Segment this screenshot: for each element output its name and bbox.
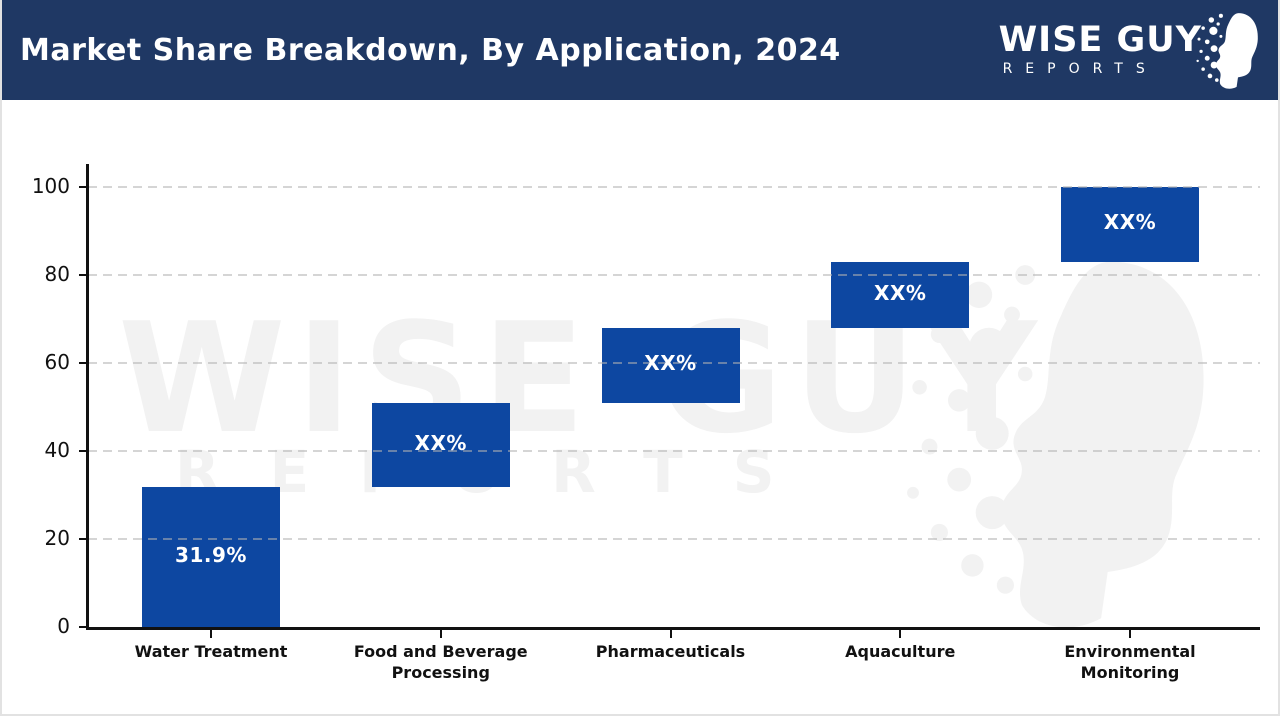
watermark-face-icon bbox=[907, 261, 1204, 628]
bar-value-label: XX% bbox=[874, 280, 927, 305]
x-tick-aquaculture bbox=[899, 630, 902, 638]
page-title: Market Share Breakdown, By Application, … bbox=[20, 32, 841, 68]
y-tick-100 bbox=[79, 186, 88, 188]
x-label-food-and-beverage-processing: Food and Beverage Processing bbox=[353, 642, 528, 683]
gridline-60 bbox=[88, 362, 1260, 364]
bar-value-label: 31.9% bbox=[175, 542, 247, 567]
x-label-aquaculture: Aquaculture bbox=[845, 642, 956, 661]
bar-value-label: XX% bbox=[1103, 210, 1157, 235]
x-label-water-treatment: Water Treatment bbox=[134, 642, 288, 661]
y-tick-label-80: 80 bbox=[44, 262, 70, 286]
bar-aquaculture bbox=[831, 261, 970, 328]
y-tick-label-60: 60 bbox=[44, 350, 70, 374]
y-tick-0 bbox=[79, 626, 88, 628]
gridline-40 bbox=[88, 450, 1260, 452]
bar-pharmaceuticals bbox=[601, 327, 740, 403]
logo-wordmark: WISE GUY bbox=[998, 20, 1202, 60]
bar-environmental-monitoring bbox=[1061, 187, 1199, 262]
x-tick-water-treatment bbox=[210, 630, 212, 638]
y-tick-20 bbox=[79, 538, 88, 540]
x-tick-environmental-monitoring bbox=[1129, 630, 1131, 638]
gridline-100 bbox=[88, 186, 1260, 188]
x-tick-food-and-beverage-processing bbox=[439, 630, 442, 638]
y-tick-label-100: 100 bbox=[31, 174, 70, 198]
wiseguy-face-icon bbox=[1196, 13, 1258, 89]
gridline-80 bbox=[88, 274, 1260, 276]
wiseguy-logo: WISE GUY REPORTS bbox=[999, 9, 1262, 91]
y-tick-60 bbox=[79, 362, 88, 364]
x-tick-pharmaceuticals bbox=[669, 630, 672, 638]
bar-value-label: XX% bbox=[644, 351, 697, 376]
y-tick-label-20: 20 bbox=[44, 526, 70, 550]
y-tick-label-0: 0 bbox=[57, 614, 70, 638]
y-tick-label-40: 40 bbox=[44, 438, 70, 462]
logo-subtitle: REPORTS bbox=[1002, 61, 1158, 77]
wiseguy-logo-text: WISE GUY REPORTS bbox=[998, 20, 1202, 78]
x-label-environmental-monitoring: Environmental Monitoring bbox=[1064, 642, 1196, 683]
x-label-pharmaceuticals: Pharmaceuticals bbox=[595, 642, 746, 661]
y-axis-line bbox=[86, 164, 89, 629]
chart: WISE GUY REPORTS 31.9%XX%XX%XX%XX%020406… bbox=[0, 100, 1280, 720]
gridline-20 bbox=[88, 538, 1260, 540]
y-tick-80 bbox=[79, 274, 88, 276]
bar-water-treatment bbox=[142, 486, 280, 627]
bar-value-label: XX% bbox=[414, 430, 467, 455]
header: Market Share Breakdown, By Application, … bbox=[0, 0, 1280, 100]
bar-food-and-beverage-processing bbox=[371, 402, 510, 487]
y-tick-40 bbox=[79, 450, 88, 452]
x-axis-line bbox=[86, 627, 1260, 630]
